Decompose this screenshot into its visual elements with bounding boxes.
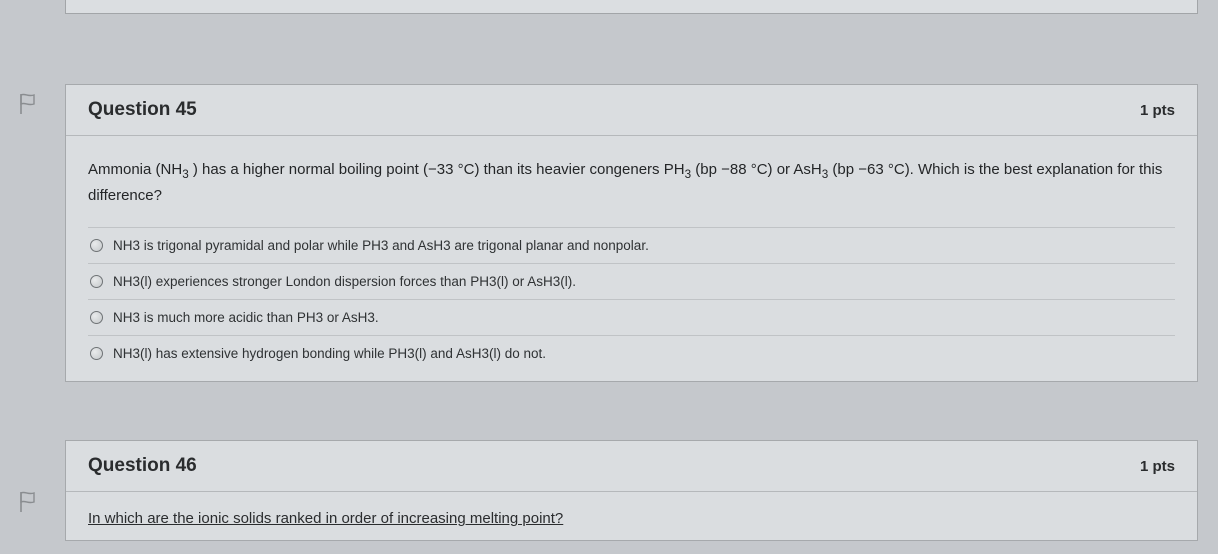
question-points: 1 pts [1140,458,1175,475]
option-row[interactable]: NH3 is much more acidic than PH3 or AsH3… [88,300,1175,336]
radio-icon[interactable] [90,239,103,252]
option-row[interactable]: NH3(l) experiences stronger London dispe… [88,264,1175,300]
option-text: NH3 is much more acidic than PH3 or AsH3… [113,310,379,325]
option-text: NH3(l) experiences stronger London dispe… [113,274,576,289]
option-row[interactable]: NH3(l) has extensive hydrogen bonding wh… [88,336,1175,371]
flag-icon[interactable] [18,92,38,116]
option-row[interactable]: NH3 is trigonal pyramidal and polar whil… [88,228,1175,264]
question-title: Question 45 [88,99,197,121]
option-text: NH3(l) has extensive hydrogen bonding wh… [113,346,546,361]
radio-icon[interactable] [90,347,103,360]
radio-icon[interactable] [90,275,103,288]
question-prompt: Ammonia (NH3 ) has a higher normal boili… [88,158,1175,207]
question-header: Question 45 1 pts [66,85,1197,136]
radio-icon[interactable] [90,311,103,324]
question-prompt: In which are the ionic solids ranked in … [88,510,1175,527]
question-45-card: Question 45 1 pts Ammonia (NH3 ) has a h… [65,84,1198,382]
question-title: Question 46 [88,455,197,477]
flag-icon[interactable] [18,490,38,514]
previous-question-bottom-edge [65,0,1198,14]
option-text: NH3 is trigonal pyramidal and polar whil… [113,238,649,253]
question-46-card: Question 46 1 pts In which are the ionic… [65,440,1198,541]
options-list: NH3 is trigonal pyramidal and polar whil… [88,227,1175,371]
question-header: Question 46 1 pts [66,441,1197,492]
question-points: 1 pts [1140,102,1175,119]
